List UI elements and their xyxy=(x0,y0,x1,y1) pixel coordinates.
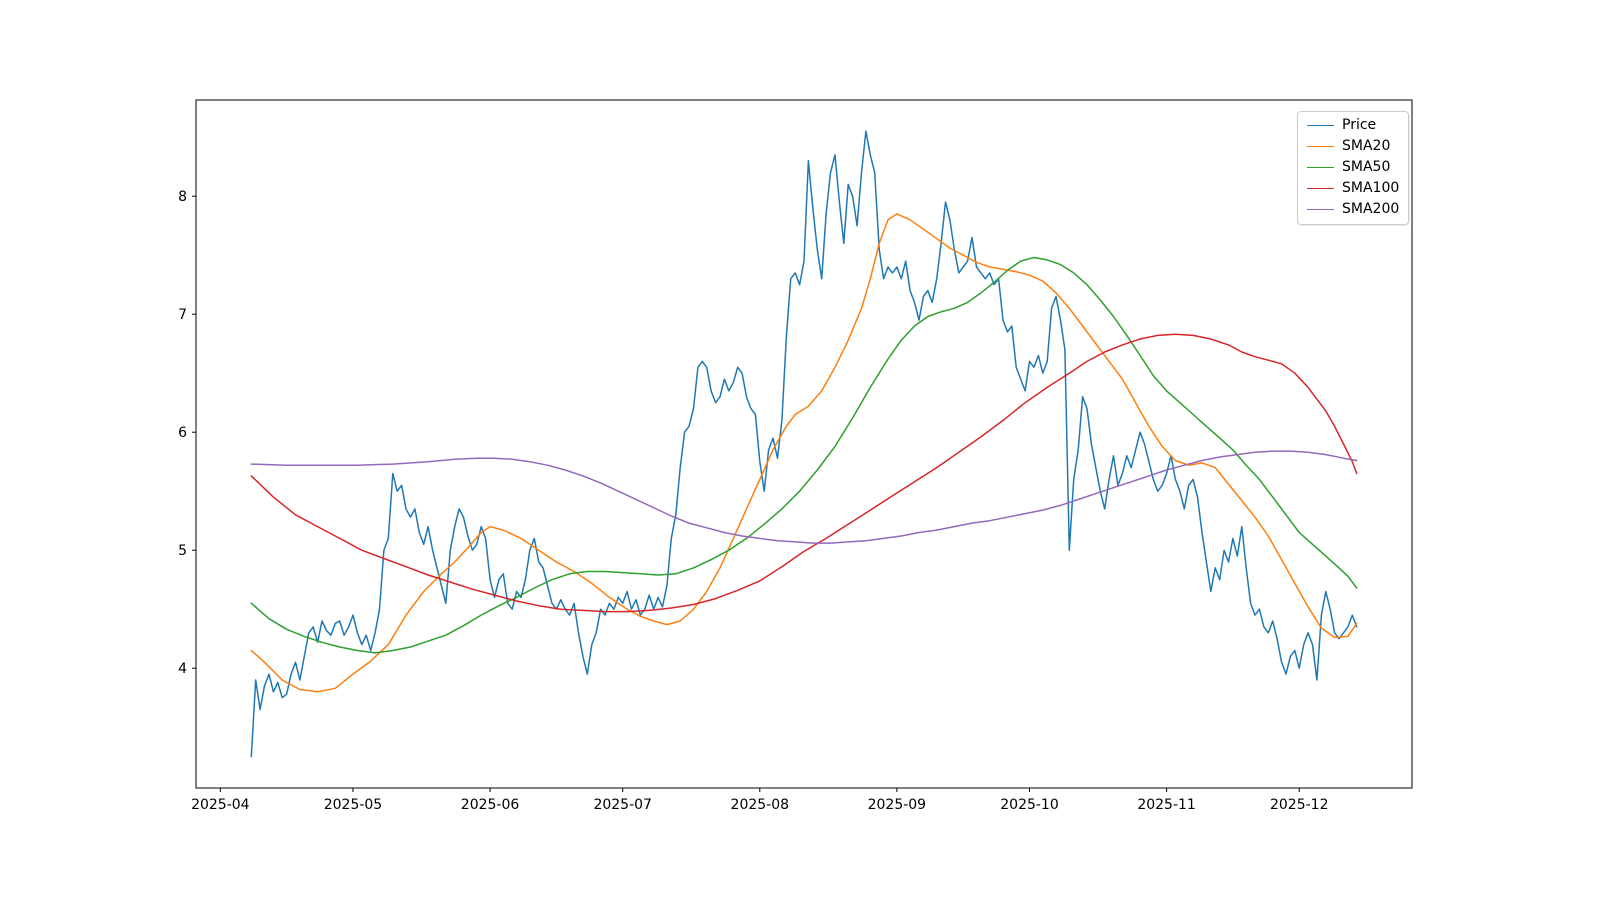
series-line-sma200 xyxy=(250,450,1358,544)
y-tick-label: 7 xyxy=(178,307,187,323)
y-tick-label: 5 xyxy=(178,543,187,559)
series-line-price xyxy=(250,130,1358,758)
x-tick-label: 2025-09 xyxy=(868,797,927,813)
legend-label-sma20: SMA20 xyxy=(1342,138,1391,154)
legend-line-sample-sma200 xyxy=(1307,209,1334,210)
x-tick-label: 2025-08 xyxy=(731,797,790,813)
x-tick-label: 2025-06 xyxy=(461,797,520,813)
series-line-sma20 xyxy=(250,213,1358,693)
x-tick-label: 2025-04 xyxy=(191,797,250,813)
legend-line-sample-price xyxy=(1307,125,1334,126)
legend-item-sma20: SMA20 xyxy=(1307,137,1399,156)
legend-label-sma100: SMA100 xyxy=(1342,180,1400,196)
legend-item-sma50: SMA50 xyxy=(1307,158,1399,177)
legend-item-price: Price xyxy=(1307,116,1399,135)
y-tick-label: 8 xyxy=(178,189,187,205)
legend-item-sma100: SMA100 xyxy=(1307,179,1399,198)
axes-frame xyxy=(195,99,1413,789)
x-tick-label: 2025-10 xyxy=(1000,797,1059,813)
legend-label-sma50: SMA50 xyxy=(1342,159,1391,175)
x-tick-label: 2025-11 xyxy=(1137,797,1196,813)
legend-item-sma200: SMA200 xyxy=(1307,200,1399,219)
legend-line-sample-sma100 xyxy=(1307,188,1334,189)
y-tick-label: 4 xyxy=(178,661,187,677)
x-tick-label: 2025-12 xyxy=(1270,797,1329,813)
x-tick-label: 2025-07 xyxy=(593,797,652,813)
chart-legend: Price SMA20 SMA50 SMA100 SMA200 xyxy=(1297,111,1410,225)
legend-label-sma200: SMA200 xyxy=(1342,201,1400,217)
legend-line-sample-sma50 xyxy=(1307,167,1334,168)
series-line-sma100 xyxy=(250,333,1358,613)
x-tick-label: 2025-05 xyxy=(324,797,383,813)
series-line-sma50 xyxy=(250,256,1358,654)
legend-label-price: Price xyxy=(1342,117,1377,133)
y-tick-label: 6 xyxy=(178,425,187,441)
legend-line-sample-sma20 xyxy=(1307,146,1334,147)
